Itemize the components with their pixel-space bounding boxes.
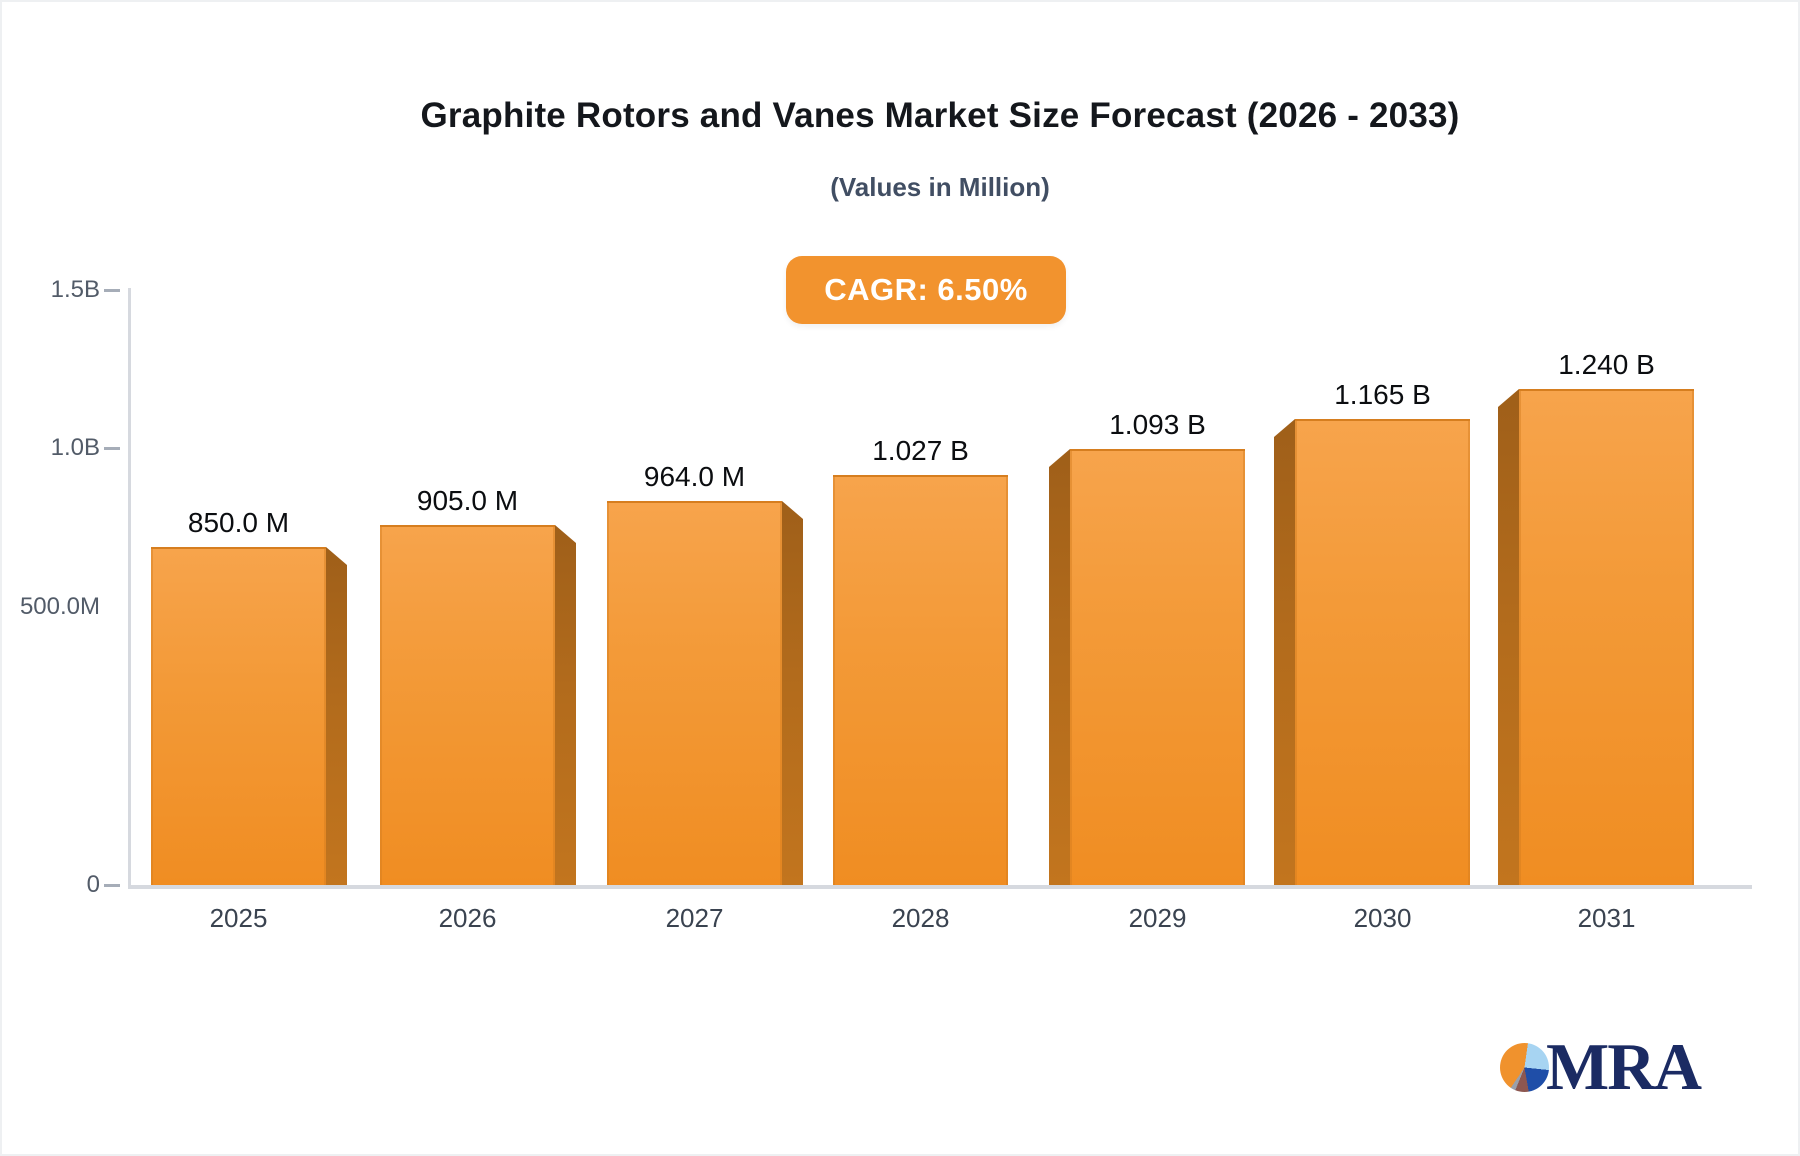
bar-value-label-2030: 1.165 B — [1334, 379, 1431, 410]
x-tick-label-2028: 2028 — [891, 903, 950, 933]
y-axis-line — [128, 288, 131, 888]
chart-subtitle: (Values in Million) — [830, 172, 1050, 202]
x-tick-label-2029: 2029 — [1128, 903, 1187, 933]
brand-logo: MRA — [1500, 1030, 1702, 1104]
bar-value-label-2029: 1.093 B — [1109, 409, 1206, 440]
x-tick-label-2030: 2030 — [1353, 903, 1412, 933]
bar-2031-side-face — [1498, 389, 1519, 885]
x-tick-label-2026: 2026 — [438, 903, 497, 933]
y-tick-label-1.5B: 1.5B — [50, 276, 100, 303]
bar-2030[interactable] — [1295, 419, 1470, 885]
bar-2028[interactable] — [833, 475, 1008, 885]
bar-2025[interactable] — [151, 547, 326, 885]
y-tick-mark — [104, 289, 120, 292]
bar-2031[interactable] — [1519, 389, 1694, 885]
bar-2027-side-face — [782, 501, 803, 885]
bar-2025-side-face — [326, 547, 347, 885]
bar-2029-side-face — [1049, 449, 1070, 885]
y-tick-label-1.0B: 1.0B — [50, 434, 100, 461]
bar-2026[interactable] — [380, 525, 555, 885]
x-axis-line — [128, 885, 1752, 889]
bar-value-label-2026: 905.0 M — [416, 485, 519, 516]
bar-2027[interactable] — [607, 501, 782, 885]
brand-name: MRA — [1546, 1030, 1702, 1104]
x-tick-label-2031: 2031 — [1577, 903, 1636, 933]
y-tick-mark — [104, 447, 120, 450]
y-tick-label-0: 0 — [86, 871, 100, 898]
chart-title: Graphite Rotors and Vanes Market Size Fo… — [420, 96, 1460, 135]
bar-2026-side-face — [555, 525, 576, 885]
bar-value-label-2025: 850.0 M — [187, 507, 290, 538]
bar-value-label-2028: 1.027 B — [872, 435, 969, 466]
x-tick-label-2027: 2027 — [665, 903, 724, 933]
bar-value-label-2031: 1.240 B — [1558, 349, 1655, 380]
bar-2030-side-face — [1274, 419, 1295, 885]
bar-2029[interactable] — [1070, 449, 1245, 885]
y-tick-label-500.0M: 500.0M — [19, 593, 100, 620]
pie-chart-logo-icon — [1500, 1042, 1549, 1092]
x-tick-label-2025: 2025 — [209, 903, 268, 933]
cagr-badge: CAGR: 6.50% — [786, 256, 1066, 324]
y-tick-mark — [104, 884, 120, 887]
bar-value-label-2027: 964.0 M — [643, 461, 746, 492]
